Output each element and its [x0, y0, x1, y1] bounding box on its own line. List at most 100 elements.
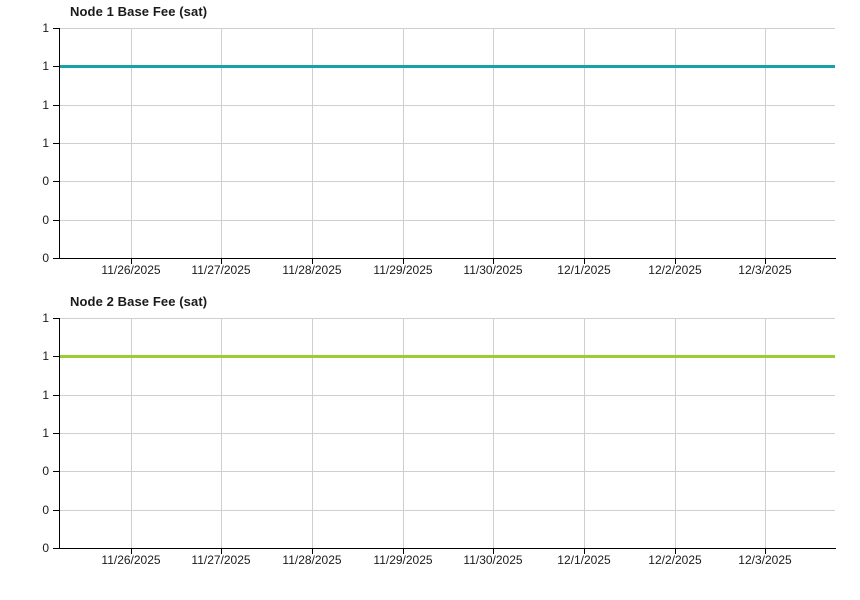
- y-axis-tick: [53, 105, 59, 106]
- data-point-marker: [492, 355, 495, 358]
- y-axis-label: 0: [42, 251, 49, 265]
- gridline-vertical: [584, 28, 585, 258]
- data-point-marker: [674, 355, 677, 358]
- gridline-vertical: [584, 318, 585, 548]
- y-axis-label: 1: [42, 388, 49, 402]
- x-axis-tick: [403, 258, 404, 264]
- gridline-vertical: [493, 318, 494, 548]
- gridline-horizontal: [60, 510, 835, 511]
- data-point-marker: [674, 65, 677, 68]
- y-axis-label: 0: [42, 213, 49, 227]
- x-axis-label: 11/26/2025: [101, 263, 161, 277]
- data-point-marker: [492, 65, 495, 68]
- y-axis-label: 1: [42, 21, 49, 35]
- x-axis-label: 12/1/2025: [557, 553, 611, 567]
- y-axis-tick: [53, 356, 59, 357]
- x-axis-tick: [675, 548, 676, 554]
- x-axis-tick: [493, 548, 494, 554]
- x-axis-tick: [584, 258, 585, 264]
- y-axis-tick: [53, 471, 59, 472]
- y-axis-label: 0: [42, 503, 49, 517]
- gridline-vertical: [312, 318, 313, 548]
- gridline-vertical: [131, 28, 132, 258]
- x-axis-label: 11/30/2025: [463, 263, 523, 277]
- y-axis-label: 1: [42, 349, 49, 363]
- x-axis-tick: [312, 548, 313, 554]
- x-axis-tick: [221, 258, 222, 264]
- x-axis-label: 12/3/2025: [738, 553, 792, 567]
- x-axis-tick: [312, 258, 313, 264]
- gridline-horizontal: [60, 220, 835, 221]
- data-point-marker: [220, 355, 223, 358]
- series-line: [60, 355, 835, 358]
- y-axis-line-node-1: [59, 28, 60, 259]
- y-axis-label: 1: [42, 59, 49, 73]
- x-axis-label: 12/3/2025: [738, 263, 792, 277]
- x-axis-label: 11/29/2025: [373, 263, 433, 277]
- data-point-marker: [311, 355, 314, 358]
- data-point-marker: [220, 65, 223, 68]
- gridline-horizontal: [60, 143, 835, 144]
- chart-panel-node-2: Node 2 Base Fee (sat) 1 1 1 1 0 0 0 11/26/2025…: [0, 290, 860, 580]
- y-axis-label: 1: [42, 311, 49, 325]
- gridline-horizontal: [60, 105, 835, 106]
- y-axis-tick: [53, 143, 59, 144]
- gridline-vertical: [131, 318, 132, 548]
- gridline-vertical: [675, 28, 676, 258]
- y-axis-tick: [53, 433, 59, 434]
- x-axis-label: 11/29/2025: [373, 553, 433, 567]
- y-axis-tick: [53, 220, 59, 221]
- data-point-marker: [402, 65, 405, 68]
- gridline-vertical: [221, 318, 222, 548]
- y-axis-label: 0: [42, 464, 49, 478]
- chart-panel-node-1: Node 1 Base Fee (sat) 1 1 1 1 0 0 0 11/26/2025…: [0, 0, 860, 290]
- chart-title-node-1: Node 1 Base Fee (sat): [70, 4, 208, 19]
- plot-area-node-1: [60, 28, 835, 259]
- gridline-vertical: [403, 28, 404, 258]
- y-axis-tick: [53, 181, 59, 182]
- gridline-horizontal: [60, 471, 835, 472]
- x-axis-label: 11/27/2025: [191, 553, 251, 567]
- y-axis-label: 1: [42, 136, 49, 150]
- y-axis-tick: [53, 510, 59, 511]
- y-axis-tick: [53, 258, 59, 259]
- data-point-marker: [764, 65, 767, 68]
- gridline-vertical: [221, 28, 222, 258]
- data-point-marker: [130, 65, 133, 68]
- x-axis-label: 11/30/2025: [463, 553, 523, 567]
- x-axis-tick: [403, 548, 404, 554]
- gridline-vertical: [493, 28, 494, 258]
- y-axis-tick: [53, 28, 59, 29]
- gridline-horizontal: [60, 433, 835, 434]
- y-axis-label: 1: [42, 426, 49, 440]
- gridline-vertical: [675, 318, 676, 548]
- x-axis-label: 12/1/2025: [557, 263, 611, 277]
- data-point-marker: [402, 355, 405, 358]
- y-axis-tick: [53, 548, 59, 549]
- y-axis-tick: [53, 395, 59, 396]
- series-line: [60, 65, 835, 68]
- gridline-horizontal: [60, 28, 835, 29]
- x-axis-tick: [131, 548, 132, 554]
- x-axis-label: 11/27/2025: [191, 263, 251, 277]
- gridline-horizontal: [60, 395, 835, 396]
- chart-title-node-2: Node 2 Base Fee (sat): [70, 294, 208, 309]
- x-axis-tick: [765, 258, 766, 264]
- x-axis-line-node-1: [59, 258, 836, 259]
- data-point-marker: [583, 65, 586, 68]
- data-point-marker: [764, 355, 767, 358]
- x-axis-label: 12/2/2025: [648, 263, 702, 277]
- y-axis-label: 0: [42, 174, 49, 188]
- x-axis-tick: [493, 258, 494, 264]
- x-axis-label: 12/2/2025: [648, 553, 702, 567]
- x-axis-tick: [131, 258, 132, 264]
- x-axis-tick: [221, 548, 222, 554]
- x-axis-tick: [675, 258, 676, 264]
- gridline-horizontal: [60, 181, 835, 182]
- x-axis-label: 11/28/2025: [282, 263, 342, 277]
- x-axis-label: 11/26/2025: [101, 553, 161, 567]
- y-axis-label: 1: [42, 98, 49, 112]
- gridline-vertical: [765, 28, 766, 258]
- gridline-vertical: [403, 318, 404, 548]
